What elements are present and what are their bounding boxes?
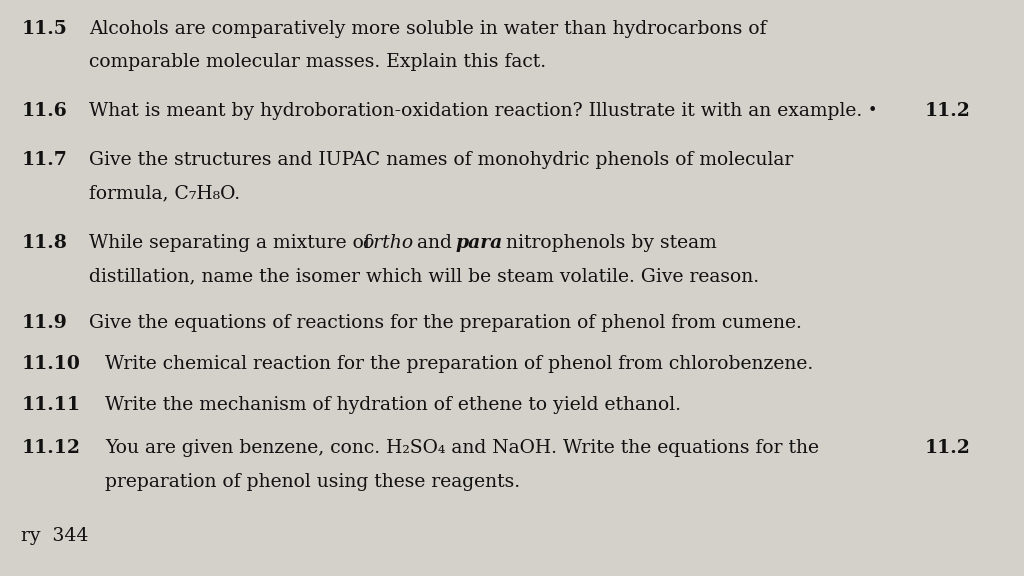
Text: distillation, name the isomer which will be steam volatile. Give reason.: distillation, name the isomer which will… (89, 267, 760, 285)
Text: Give the structures and IUPAC names of monohydric phenols of molecular: Give the structures and IUPAC names of m… (89, 151, 794, 169)
Text: comparable molecular masses. Explain this fact.: comparable molecular masses. Explain thi… (89, 54, 547, 71)
Text: ortho: ortho (362, 234, 414, 252)
Text: While separating a mixture of: While separating a mixture of (89, 234, 377, 252)
Text: Write the mechanism of hydration of ethene to yield ethanol.: Write the mechanism of hydration of ethe… (104, 396, 681, 414)
Text: 11.5: 11.5 (22, 20, 68, 38)
Text: and: and (411, 234, 458, 252)
Text: formula, C₇H₈O.: formula, C₇H₈O. (89, 185, 241, 203)
Text: Give the equations of reactions for the preparation of phenol from cumene.: Give the equations of reactions for the … (89, 314, 802, 332)
Text: •: • (867, 103, 877, 119)
Text: para: para (456, 234, 503, 252)
Text: 11.12: 11.12 (22, 439, 80, 457)
Text: 11.7: 11.7 (22, 151, 68, 169)
Text: 11.11: 11.11 (22, 396, 80, 414)
Text: 11.8: 11.8 (22, 234, 68, 252)
Text: 11.9: 11.9 (22, 314, 68, 332)
Text: preparation of phenol using these reagents.: preparation of phenol using these reagen… (104, 472, 520, 491)
Text: You are given benzene, conc. H₂SO₄ and NaOH. Write the equations for the: You are given benzene, conc. H₂SO₄ and N… (104, 439, 819, 457)
Text: nitrophenols by steam: nitrophenols by steam (500, 234, 717, 252)
Text: 11.6: 11.6 (22, 103, 68, 120)
Text: 11.2: 11.2 (925, 103, 971, 120)
Text: 11.2: 11.2 (925, 439, 971, 457)
Text: What is meant by hydroboration-oxidation reaction? Illustrate it with an example: What is meant by hydroboration-oxidation… (89, 103, 862, 120)
Text: 11.10: 11.10 (22, 355, 80, 373)
Text: ry  344: ry 344 (22, 528, 89, 545)
Text: Write chemical reaction for the preparation of phenol from chlorobenzene.: Write chemical reaction for the preparat… (104, 355, 813, 373)
Text: Alcohols are comparatively more soluble in water than hydrocarbons of: Alcohols are comparatively more soluble … (89, 20, 767, 38)
